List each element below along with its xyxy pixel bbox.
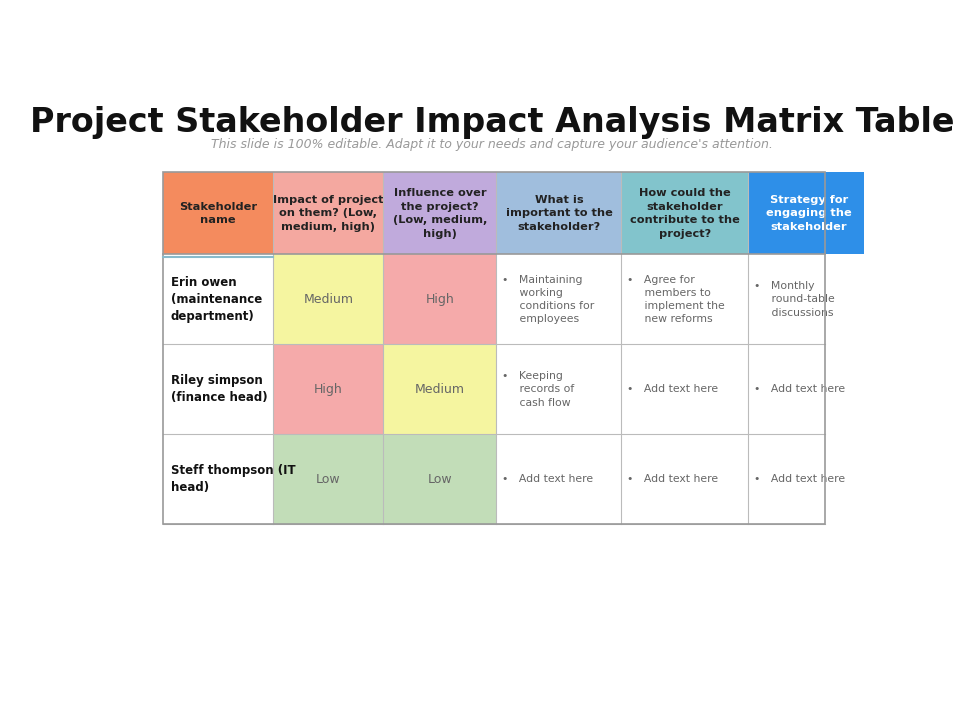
Bar (496, 172, 621, 254)
Bar (274, 344, 383, 434)
Text: Erin owen
(maintenance
department): Erin owen (maintenance department) (171, 276, 262, 323)
Bar (748, 172, 870, 254)
Bar (383, 434, 496, 524)
Text: This slide is 100% editable. Adapt it to your needs and capture your audience's : This slide is 100% editable. Adapt it to… (211, 138, 773, 151)
Text: •   Add text here: • Add text here (628, 474, 718, 485)
Text: •   Keeping
     records of
     cash flow: • Keeping records of cash flow (502, 372, 575, 408)
Bar (383, 172, 496, 254)
Text: •   Add text here: • Add text here (628, 384, 718, 395)
Text: •   Add text here: • Add text here (754, 474, 845, 485)
Text: High: High (314, 383, 343, 396)
Text: •   Maintaining
     working
     conditions for
     employees: • Maintaining working conditions for emp… (502, 274, 594, 324)
Text: Medium: Medium (303, 293, 353, 306)
Text: Project Stakeholder Impact Analysis Matrix Table: Project Stakeholder Impact Analysis Matr… (30, 106, 954, 139)
Bar (274, 254, 383, 344)
Bar (274, 434, 383, 524)
Text: •   Agree for
     members to
     implement the
     new reforms: • Agree for members to implement the new… (628, 274, 725, 324)
Text: Impact of project
on them? (Low,
medium, high): Impact of project on them? (Low, medium,… (273, 194, 384, 232)
Text: What is
important to the
stakeholder?: What is important to the stakeholder? (506, 194, 612, 232)
Bar (383, 254, 496, 344)
Text: How could the
stakeholder
contribute to the
project?: How could the stakeholder contribute to … (630, 188, 739, 239)
Bar (163, 172, 274, 254)
Text: •   Monthly
     round-table
     discussions: • Monthly round-table discussions (754, 282, 834, 318)
Bar (163, 172, 826, 524)
Bar (621, 172, 748, 254)
Text: •   Add text here: • Add text here (754, 384, 845, 395)
Text: Stakeholder
name: Stakeholder name (180, 202, 257, 225)
Text: Influence over
the project?
(Low, medium,
high): Influence over the project? (Low, medium… (393, 188, 487, 239)
Text: •   Add text here: • Add text here (502, 474, 593, 485)
Bar (383, 344, 496, 434)
Text: Low: Low (316, 473, 341, 486)
Text: Medium: Medium (415, 383, 465, 396)
Text: Strategy for
engaging the
stakeholder: Strategy for engaging the stakeholder (766, 194, 852, 232)
Bar (274, 172, 383, 254)
Text: Steff thompson (IT
head): Steff thompson (IT head) (171, 464, 296, 495)
Text: Low: Low (427, 473, 452, 486)
Text: Riley simpson
(finance head): Riley simpson (finance head) (171, 374, 267, 405)
Text: High: High (425, 293, 454, 306)
